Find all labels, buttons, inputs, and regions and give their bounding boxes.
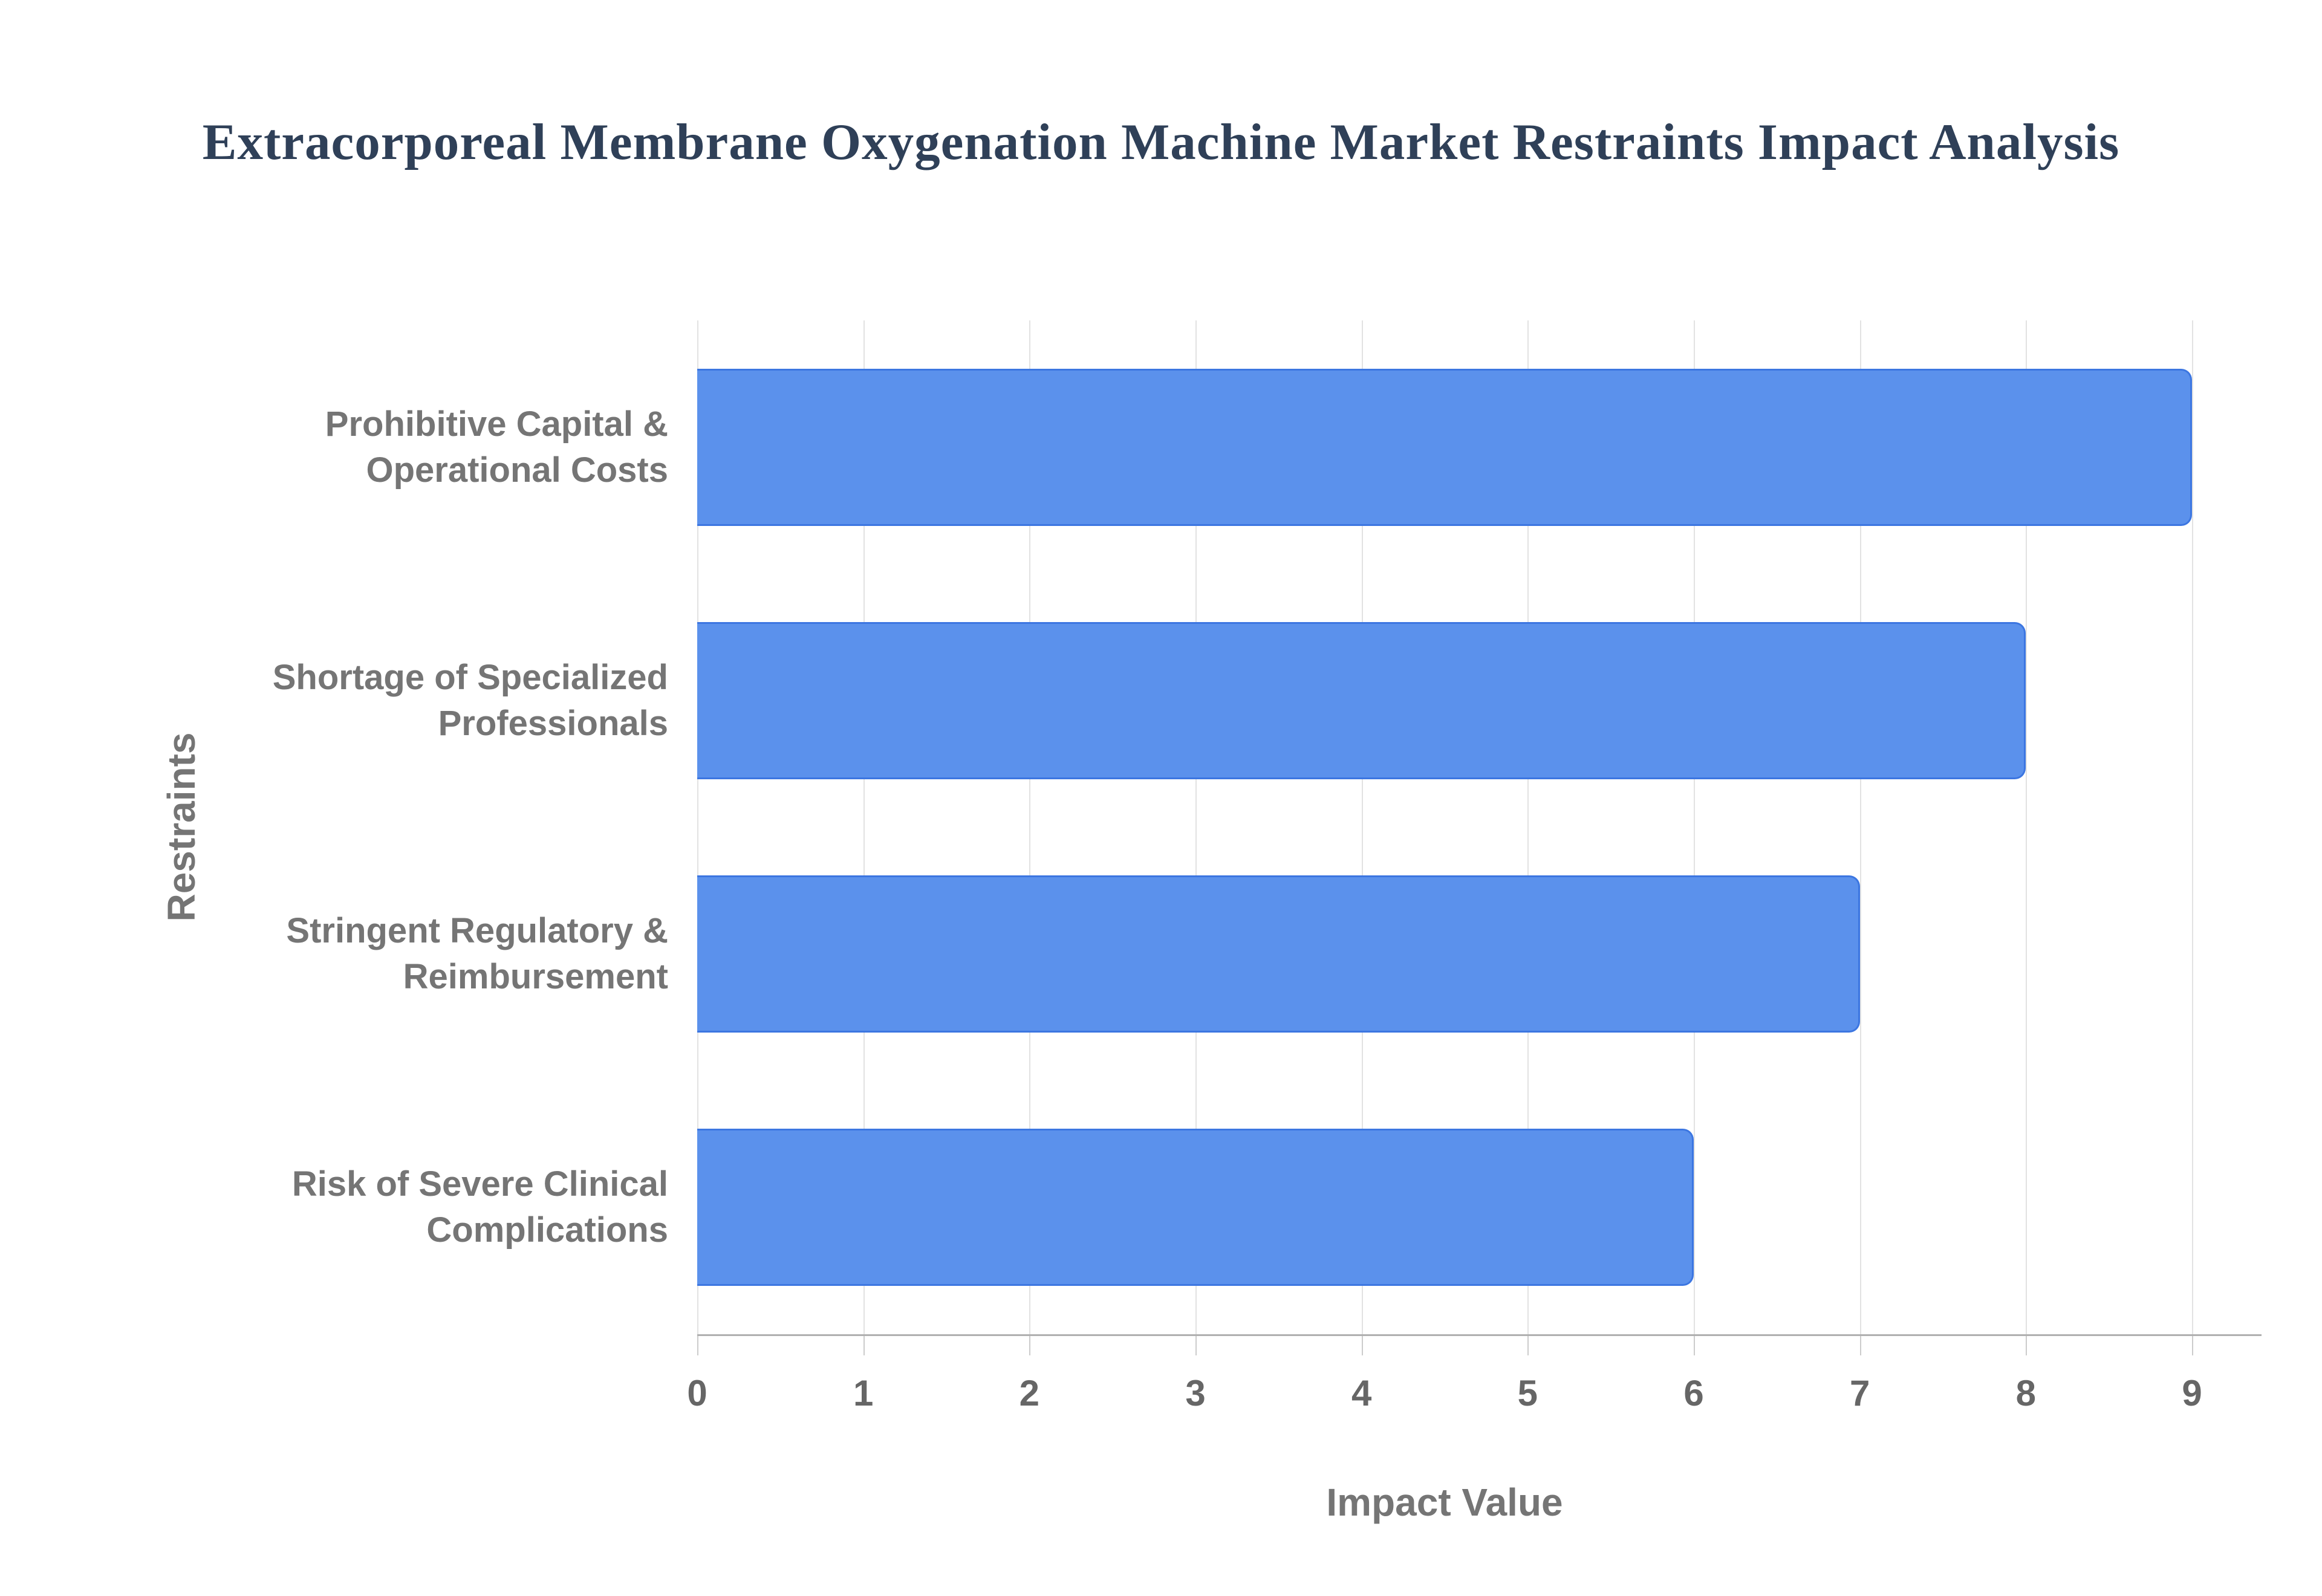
x-axis-line (697, 1334, 2262, 1336)
category-label: Shortage of Specialized Professionals (272, 657, 668, 743)
x-tick-label: 1 (853, 1373, 874, 1413)
gridline (1029, 320, 1031, 1334)
x-tick-mark (1195, 1336, 1197, 1355)
category-labels: Prohibitive Capital & Operational Costs S… (0, 320, 668, 1334)
x-tick-mark (863, 1336, 865, 1355)
plot-area: 0 1 2 3 4 5 6 7 8 9 (687, 320, 2262, 1413)
gridline (1195, 320, 1197, 1334)
gridline (2026, 320, 2028, 1334)
x-tick-label: 6 (1683, 1373, 1704, 1413)
x-tick-label: 0 (687, 1373, 707, 1413)
category-label: Prohibitive Capital & Operational Costs (325, 404, 668, 490)
x-tick-mark (1694, 1336, 1695, 1355)
category-label: Risk of Severe Clinical Complications (291, 1164, 668, 1250)
x-tick-label: 5 (1517, 1373, 1538, 1413)
category-label: Stringent Regulatory & Reimbursement (286, 911, 668, 997)
x-tick-mark (1029, 1336, 1031, 1355)
x-tick-label: 7 (1849, 1373, 1870, 1413)
x-tick-mark (2026, 1336, 2028, 1355)
x-tick-mark (697, 1336, 698, 1355)
gridline (2192, 320, 2193, 1334)
chart-title: Extracorporeal Membrane Oxygenation Mach… (202, 114, 2120, 170)
gridline (1859, 320, 1861, 1334)
x-tick-label: 2 (1019, 1373, 1040, 1413)
x-tick-mark (1361, 1336, 1363, 1355)
x-axis-title: Impact Value (1326, 1481, 1563, 1524)
x-tick-mark (2192, 1336, 2193, 1355)
bar-0[interactable] (697, 368, 2192, 526)
bar-1[interactable] (697, 621, 2026, 779)
x-tick-mark (1859, 1336, 1861, 1355)
x-tick-label: 4 (1351, 1373, 1372, 1413)
x-tick-label: 8 (2015, 1373, 2037, 1413)
x-tick-label: 9 (2182, 1373, 2202, 1413)
gridline (863, 320, 865, 1334)
bar-2[interactable] (697, 875, 1860, 1033)
x-tick-mark (1527, 1336, 1529, 1355)
gridline (697, 320, 698, 1334)
x-tick-label: 3 (1185, 1373, 1206, 1413)
gridline (1527, 320, 1529, 1334)
gridline (1694, 320, 1695, 1334)
gridline (1361, 320, 1363, 1334)
bar-3[interactable] (697, 1129, 1694, 1286)
